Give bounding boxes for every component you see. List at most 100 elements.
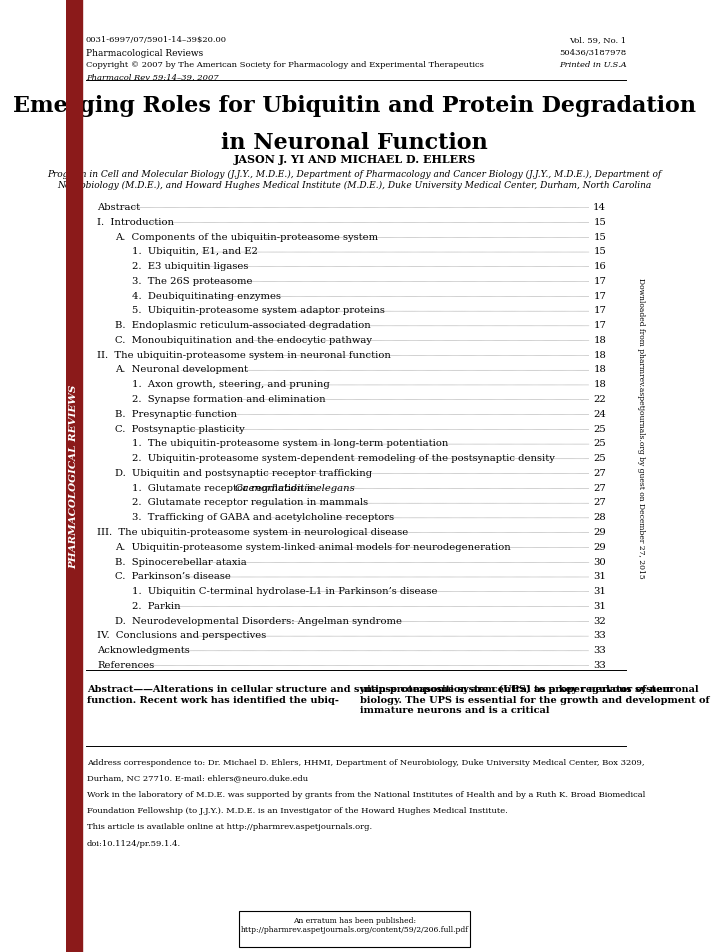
Text: 28: 28 [593,512,606,522]
Text: ................................................................................: ........................................… [138,439,513,447]
Text: 17: 17 [593,291,606,300]
Text: 0031-6997/07/5901-14–39$20.00: 0031-6997/07/5901-14–39$20.00 [86,36,227,44]
Text: 25: 25 [593,424,606,433]
Text: 14: 14 [347,925,362,935]
Text: 24: 24 [593,409,606,418]
Text: B.  Spinocerebellar ataxia: B. Spinocerebellar ataxia [115,557,246,565]
Text: Pharmacological Reviews: Pharmacological Reviews [86,49,203,57]
Text: ................................................................................: ........................................… [120,232,496,241]
Text: ................................................................................: ........................................… [120,542,496,551]
Text: 32: 32 [593,616,606,625]
Text: Durham, NC 27710. E-mail: ehlers@neuro.duke.edu: Durham, NC 27710. E-mail: ehlers@neuro.d… [87,774,308,782]
Text: 17: 17 [593,306,606,315]
Text: ................................................................................: ........................................… [103,630,478,640]
Text: ................................................................................: ........................................… [138,586,513,595]
Text: ................................................................................: ........................................… [120,409,496,418]
Text: B.  Presynaptic function: B. Presynaptic function [115,409,237,418]
Text: Abstract: Abstract [98,203,140,211]
Text: ................................................................................: ........................................… [120,571,496,581]
Text: 15: 15 [593,232,606,241]
Text: ................................................................................: ........................................… [138,276,513,286]
Text: Downloaded from pharmrev.aspetjournals.org by guest on December 27, 2015: Downloaded from pharmrev.aspetjournals.o… [637,278,645,579]
Text: 2.  Parkin: 2. Parkin [132,601,181,610]
Text: 1.  Ubiquitin C-terminal hydrolase-L1 in Parkinson’s disease: 1. Ubiquitin C-terminal hydrolase-L1 in … [132,586,438,595]
Text: 1.  Ubiquitin, E1, and E2: 1. Ubiquitin, E1, and E2 [132,247,258,256]
Text: 27: 27 [593,468,606,477]
Text: I.  Introduction: I. Introduction [98,217,174,227]
Text: This article is available online at http://pharmrev.aspetjournals.org.: This article is available online at http… [87,823,372,830]
Text: 17: 17 [593,276,606,286]
Text: ................................................................................: ........................................… [103,527,478,536]
Text: ................................................................................: ........................................… [103,350,478,359]
Text: 15: 15 [593,247,606,256]
Text: ................................................................................: ........................................… [138,498,513,506]
Text: ................................................................................: ........................................… [120,335,496,345]
Text: C.  Parkinson’s disease: C. Parkinson’s disease [115,571,231,581]
Text: ................................................................................: ........................................… [120,424,496,433]
Text: A.  Ubiquitin-proteasome system-linked animal models for neurodegeneration: A. Ubiquitin-proteasome system-linked an… [115,542,511,551]
Text: ................................................................................: ........................................… [103,217,478,227]
Text: 4.  Deubiquitinating enzymes: 4. Deubiquitinating enzymes [132,291,281,300]
Text: doi:10.1124/pr.59.1.4.: doi:10.1124/pr.59.1.4. [87,839,181,846]
Text: Emerging Roles for Ubiquitin and Protein Degradation: Emerging Roles for Ubiquitin and Protein… [14,95,696,117]
Text: 2.  Synapse formation and elimination: 2. Synapse formation and elimination [132,394,325,404]
Text: ................................................................................: ........................................… [120,557,496,565]
Text: D.  Neurodevelopmental Disorders: Angelman syndrome: D. Neurodevelopmental Disorders: Angelma… [115,616,402,625]
Text: ................................................................................: ........................................… [103,645,478,654]
Text: ................................................................................: ........................................… [103,203,478,211]
Text: 27: 27 [593,483,606,492]
Text: 50436/3187978: 50436/3187978 [559,49,627,56]
Text: 17: 17 [593,321,606,329]
Text: Work in the laboratory of M.D.E. was supported by grants from the National Insti: Work in the laboratory of M.D.E. was sup… [87,790,645,798]
Text: Vol. 59, No. 1: Vol. 59, No. 1 [570,36,627,44]
Text: 2.  E3 ubiquitin ligases: 2. E3 ubiquitin ligases [132,262,248,270]
Text: ................................................................................: ........................................… [138,291,513,300]
Text: C.  Monoubiquitination and the endocytic pathway: C. Monoubiquitination and the endocytic … [115,335,372,345]
Text: Neurobiology (M.D.E.), and Howard Hughes Medical Institute (M.D.E.), Duke Univer: Neurobiology (M.D.E.), and Howard Hughes… [58,181,651,190]
Text: ................................................................................: ........................................… [138,453,513,463]
Text: ................................................................................: ........................................… [138,512,513,522]
Text: 18: 18 [593,335,606,345]
Text: 31: 31 [593,571,606,581]
Text: Program in Cell and Molecular Biology (J.J.Y., M.D.E.), Department of Pharmacolo: Program in Cell and Molecular Biology (J… [48,169,661,179]
Text: 3.  The 26S proteasome: 3. The 26S proteasome [132,276,253,286]
Text: 30: 30 [593,557,606,565]
Text: 25: 25 [593,453,606,463]
Text: Caenorhabditis elegans: Caenorhabditis elegans [235,483,355,492]
Bar [66,0,82,952]
Text: Printed in U.S.A: Printed in U.S.A [559,61,627,69]
Text: in Neuronal Function: in Neuronal Function [221,131,488,153]
Text: 29: 29 [593,542,606,551]
Text: Pharmacol Rev 59:14–39, 2007: Pharmacol Rev 59:14–39, 2007 [86,73,219,81]
Text: ................................................................................: ........................................… [120,321,496,329]
Text: II.  The ubiquitin-proteasome system in neuronal function: II. The ubiquitin-proteasome system in n… [98,350,392,359]
Text: IV.  Conclusions and perspectives: IV. Conclusions and perspectives [98,630,267,640]
Text: Foundation Fellowship (to J.J.Y.). M.D.E. is an Investigator of the Howard Hughe: Foundation Fellowship (to J.J.Y.). M.D.E… [87,806,508,814]
Text: 18: 18 [593,365,606,374]
Text: III.  The ubiquitin-proteasome system in neurological disease: III. The ubiquitin-proteasome system in … [98,527,409,536]
Text: 14: 14 [593,203,606,211]
Text: 16: 16 [593,262,606,270]
Text: ................................................................................: ........................................… [138,394,513,404]
Text: JASON J. YI AND MICHAEL D. EHLERS: JASON J. YI AND MICHAEL D. EHLERS [234,154,476,166]
Text: C.  Postsynaptic plasticity: C. Postsynaptic plasticity [115,424,244,433]
Text: 33: 33 [593,630,606,640]
Text: Address correspondence to: Dr. Michael D. Ehlers, HHMI, Department of Neurobiolo: Address correspondence to: Dr. Michael D… [87,758,644,765]
FancyBboxPatch shape [239,911,471,947]
Text: ................................................................................: ........................................… [120,616,496,625]
Text: 18: 18 [593,380,606,388]
Text: 25: 25 [593,439,606,447]
Text: A.  Neuronal development: A. Neuronal development [115,365,248,374]
Text: 5.  Ubiquitin-proteasome system adaptor proteins: 5. Ubiquitin-proteasome system adaptor p… [132,306,385,315]
Text: 33: 33 [593,645,606,654]
Text: 2.  Ubiquitin-proteasome system-dependent remodeling of the postsynaptic density: 2. Ubiquitin-proteasome system-dependent… [132,453,555,463]
Text: Copyright © 2007 by The American Society for Pharmacology and Experimental Thera: Copyright © 2007 by The American Society… [86,61,483,69]
Text: ................................................................................: ........................................… [138,380,513,388]
Text: 3.  Trafficking of GABA and acetylcholine receptors: 3. Trafficking of GABA and acetylcholine… [132,512,394,522]
Text: ................................................................................: ........................................… [138,247,513,256]
Text: B.  Endoplasmic reticulum-associated degradation: B. Endoplasmic reticulum-associated degr… [115,321,370,329]
Text: Acknowledgments: Acknowledgments [98,645,190,654]
Text: uitin-proteasome system (UPS) as a key regulator of neuronal biology. The UPS is: uitin-proteasome system (UPS) as a key r… [360,684,710,714]
Text: 1.  The ubiquitin-proteasome system in long-term potentiation: 1. The ubiquitin-proteasome system in lo… [132,439,449,447]
Text: ................................................................................: ........................................… [138,306,513,315]
